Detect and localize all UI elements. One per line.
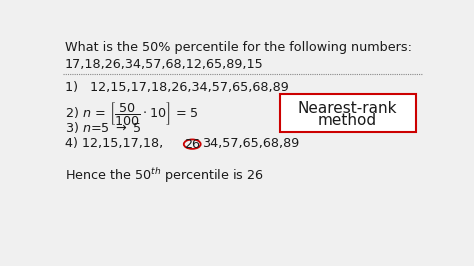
Text: 2) $n$ = $\left[\dfrac{50}{100} \cdot 10\right]$ = 5: 2) $n$ = $\left[\dfrac{50}{100} \cdot 10… (65, 99, 199, 127)
Text: 34,57,65,68,89: 34,57,65,68,89 (202, 138, 300, 150)
FancyBboxPatch shape (280, 94, 416, 132)
Text: 4) 12,15,17,18,: 4) 12,15,17,18, (65, 138, 163, 150)
Text: 1)   12,15,17,18,26,34,57,65,68,89: 1) 12,15,17,18,26,34,57,65,68,89 (65, 81, 289, 94)
Text: Hence the 50$^{th}$ percentile is 26: Hence the 50$^{th}$ percentile is 26 (65, 166, 264, 185)
Text: 26: 26 (184, 138, 200, 151)
Text: method: method (318, 113, 377, 128)
Text: 3) $n$=5 $\rightarrow$ 5: 3) $n$=5 $\rightarrow$ 5 (65, 120, 141, 135)
Text: What is the 50% percentile for the following numbers:: What is the 50% percentile for the follo… (65, 41, 412, 54)
Text: Nearest-rank: Nearest-rank (298, 101, 397, 116)
Text: 17,18,26,34,57,68,12,65,89,15: 17,18,26,34,57,68,12,65,89,15 (65, 57, 264, 70)
